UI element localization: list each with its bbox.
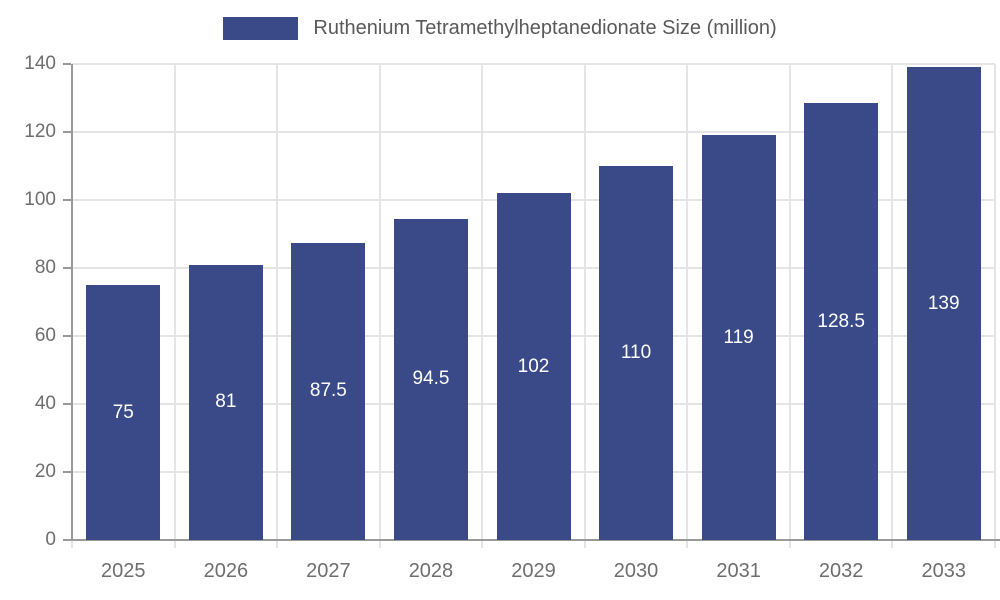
y-axis-tick: [63, 267, 71, 269]
x-tick-label: 2027: [306, 560, 351, 582]
v-gridline: [788, 64, 791, 540]
y-tick-label: 120: [24, 121, 56, 142]
x-axis-tick: [173, 540, 176, 548]
y-tick-label: 100: [24, 189, 56, 210]
legend-item[interactable]: Ruthenium Tetramethylheptanedionate Size…: [0, 13, 1000, 43]
x-axis-tick: [891, 540, 894, 548]
v-gridline: [994, 64, 996, 540]
bar-value-label: 81: [215, 391, 237, 413]
y-axis-tick: [63, 131, 71, 133]
bar: 110: [599, 166, 674, 540]
plot-area: 0 20 40 60 80 100 120 140 75 2025 81 2026 87.5 2027 94…: [24, 53, 1000, 582]
v-gridline: [481, 64, 484, 540]
x-axis-tick: [378, 540, 381, 548]
y-axis-tick: [63, 199, 71, 201]
y-tick-label: 80: [34, 257, 56, 278]
y-axis-line: [71, 64, 73, 540]
y-tick-label: 140: [24, 53, 56, 74]
x-axis-tick: [583, 540, 586, 548]
y-axis-tick: [63, 335, 71, 337]
v-gridline: [891, 64, 894, 540]
v-gridline: [583, 64, 586, 540]
v-gridline: [276, 64, 279, 540]
bar: 128.5: [804, 103, 879, 540]
legend-label: Ruthenium Tetramethylheptanedionate Size…: [313, 16, 777, 39]
x-axis-tick: [276, 540, 279, 548]
bar-value-label: 119: [723, 326, 754, 348]
x-tick-label: 2032: [818, 560, 864, 582]
y-axis-tick: [63, 403, 71, 405]
x-axis-tick: [71, 540, 73, 548]
bar-value-label: 94.5: [412, 368, 450, 390]
y-tick-label: 40: [34, 393, 56, 414]
x-axis-line: [64, 539, 1000, 541]
bar: 75: [86, 285, 161, 540]
y-tick-label: 0: [45, 529, 56, 550]
bar: 139: [906, 67, 981, 540]
bar-value-label: 75: [112, 401, 134, 423]
bar: 119: [701, 135, 776, 540]
x-axis-tick: [994, 540, 996, 548]
y-axis-tick: [63, 471, 71, 473]
x-axis-tick: [788, 540, 791, 548]
bar-value-label: 110: [620, 342, 652, 363]
h-gridline: [72, 63, 995, 65]
x-tick-label: 2026: [203, 560, 249, 582]
x-tick-label: 2029: [511, 560, 556, 582]
bar-value-label: 139: [927, 292, 960, 314]
legend-swatch: [223, 16, 299, 40]
x-tick-label: 2030: [613, 560, 659, 582]
x-axis-tick: [481, 540, 484, 548]
y-axis-tick: [63, 63, 71, 65]
bar-value-label: 102: [517, 355, 550, 377]
bar: 87.5: [291, 242, 366, 540]
v-gridline: [686, 64, 689, 540]
h-gridline: [72, 131, 995, 133]
x-tick-label: 2025: [101, 560, 146, 582]
x-axis-tick: [686, 540, 689, 548]
x-tick-label: 2033: [921, 560, 966, 582]
bar: 94.5: [393, 218, 468, 540]
x-tick-label: 2028: [408, 560, 454, 582]
y-tick-label: 60: [34, 325, 56, 346]
bar: 81: [188, 264, 263, 540]
bar: 102: [496, 193, 571, 540]
y-tick-label: 20: [34, 461, 56, 482]
v-gridline: [173, 64, 176, 540]
x-tick-label: 2031: [716, 560, 761, 582]
v-gridline: [378, 64, 381, 540]
bar-value-label: 87.5: [309, 380, 347, 402]
bar-value-label: 128.5: [817, 310, 865, 332]
